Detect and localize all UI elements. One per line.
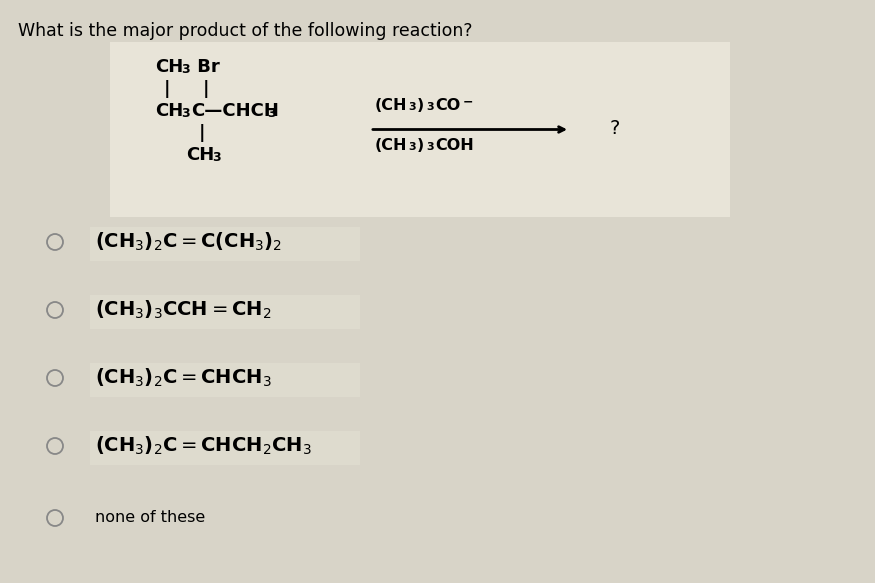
Text: |: | xyxy=(203,80,209,98)
Text: (CH$_3$)$_3$CCH$=$CH$_2$: (CH$_3$)$_3$CCH$=$CH$_2$ xyxy=(95,299,271,321)
FancyBboxPatch shape xyxy=(90,227,360,261)
Text: 3: 3 xyxy=(426,142,434,152)
Text: What is the major product of the following reaction?: What is the major product of the followi… xyxy=(18,22,472,40)
Text: 3: 3 xyxy=(212,151,220,164)
Text: CH: CH xyxy=(155,102,183,120)
FancyBboxPatch shape xyxy=(90,363,360,397)
Text: (CH$_3$)$_2$C$=$CHCH$_3$: (CH$_3$)$_2$C$=$CHCH$_3$ xyxy=(95,367,271,389)
FancyBboxPatch shape xyxy=(110,42,730,217)
FancyBboxPatch shape xyxy=(90,431,360,465)
Text: 3: 3 xyxy=(181,107,190,120)
Text: −: − xyxy=(463,96,473,108)
Text: (CH: (CH xyxy=(375,138,408,153)
Text: C—CHCH: C—CHCH xyxy=(191,102,279,120)
Text: (CH$_3$)$_2$C$=$CHCH$_2$CH$_3$: (CH$_3$)$_2$C$=$CHCH$_2$CH$_3$ xyxy=(95,435,312,457)
Text: CO: CO xyxy=(435,97,460,113)
FancyBboxPatch shape xyxy=(90,295,360,329)
Text: |: | xyxy=(164,80,171,98)
Text: 3: 3 xyxy=(408,101,416,111)
Text: (CH$_3$)$_2$C$=$C(CH$_3$)$_2$: (CH$_3$)$_2$C$=$C(CH$_3$)$_2$ xyxy=(95,231,283,253)
Text: (CH: (CH xyxy=(375,97,408,113)
Text: ?: ? xyxy=(610,120,620,139)
Text: ): ) xyxy=(417,138,424,153)
Text: ): ) xyxy=(417,97,424,113)
Text: none of these: none of these xyxy=(95,511,206,525)
Text: CH: CH xyxy=(155,58,183,76)
Text: CH: CH xyxy=(186,146,214,164)
Text: 3: 3 xyxy=(426,101,434,111)
Text: Br: Br xyxy=(191,58,220,76)
Text: 3: 3 xyxy=(181,63,190,76)
Text: COH: COH xyxy=(435,138,473,153)
Text: 3: 3 xyxy=(267,107,276,120)
Text: 3: 3 xyxy=(408,142,416,152)
Text: |: | xyxy=(199,124,206,142)
